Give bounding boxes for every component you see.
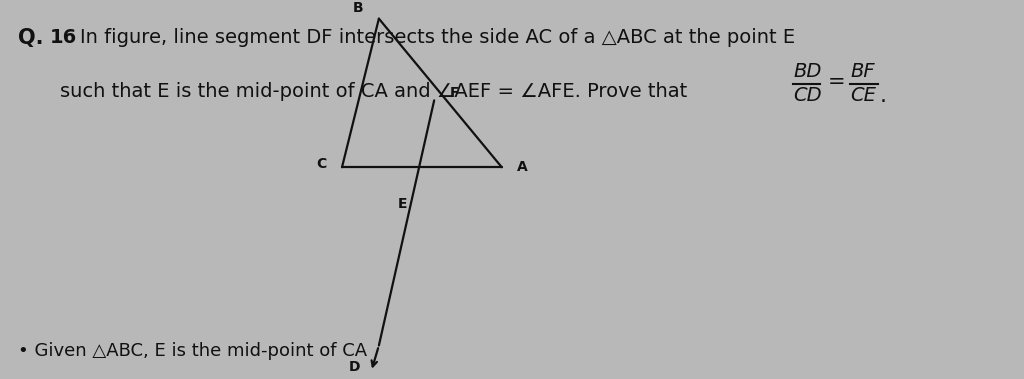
Text: • Given △ABC, E is the mid-point of CA: • Given △ABC, E is the mid-point of CA — [18, 342, 368, 360]
Text: .: . — [880, 86, 887, 106]
Text: F: F — [450, 86, 459, 100]
Text: Q.: Q. — [18, 28, 43, 48]
Text: In figure, line segment DF intersects the side AC of a △ABC at the point E: In figure, line segment DF intersects th… — [80, 28, 795, 47]
Text: C: C — [316, 157, 327, 171]
Text: such that E is the mid-point of CA and ∠AEF = ∠AFE. Prove that: such that E is the mid-point of CA and ∠… — [60, 82, 687, 101]
Text: 16: 16 — [50, 28, 77, 47]
Text: BF: BF — [850, 62, 874, 81]
Text: CD: CD — [793, 86, 821, 105]
Text: D: D — [349, 360, 360, 374]
Text: =: = — [828, 72, 846, 92]
Text: A: A — [517, 160, 527, 174]
Text: BD: BD — [793, 62, 821, 81]
Text: B: B — [353, 1, 364, 15]
Text: CE: CE — [850, 86, 876, 105]
Text: E: E — [397, 197, 407, 211]
